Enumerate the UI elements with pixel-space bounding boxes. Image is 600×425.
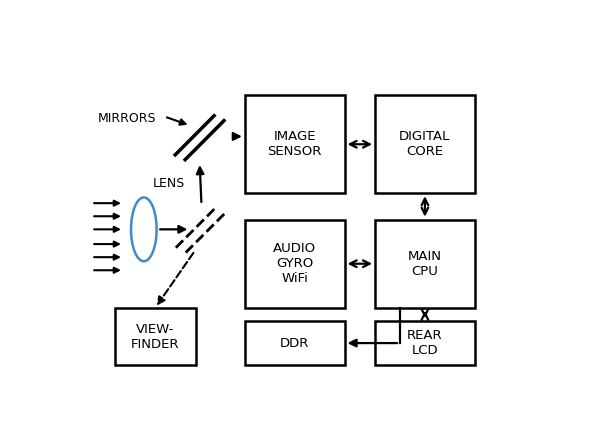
Text: VIEW-
FINDER: VIEW- FINDER	[131, 323, 179, 351]
Bar	[375, 220, 475, 308]
Text: MIRRORS: MIRRORS	[97, 112, 156, 125]
Bar	[375, 95, 475, 193]
Text: LENS: LENS	[153, 177, 185, 190]
Bar	[115, 308, 196, 365]
Bar	[375, 321, 475, 365]
Text: DDR: DDR	[280, 337, 310, 350]
Bar	[245, 95, 344, 193]
Bar	[245, 220, 344, 308]
Bar	[245, 321, 344, 365]
Text: DIGITAL
CORE: DIGITAL CORE	[399, 130, 451, 158]
Text: AUDIO
GYRO
WiFi: AUDIO GYRO WiFi	[273, 242, 316, 285]
Ellipse shape	[131, 198, 157, 261]
Text: MAIN
CPU: MAIN CPU	[408, 250, 442, 278]
Text: REAR
LCD: REAR LCD	[407, 329, 443, 357]
Text: IMAGE
SENSOR: IMAGE SENSOR	[268, 130, 322, 158]
